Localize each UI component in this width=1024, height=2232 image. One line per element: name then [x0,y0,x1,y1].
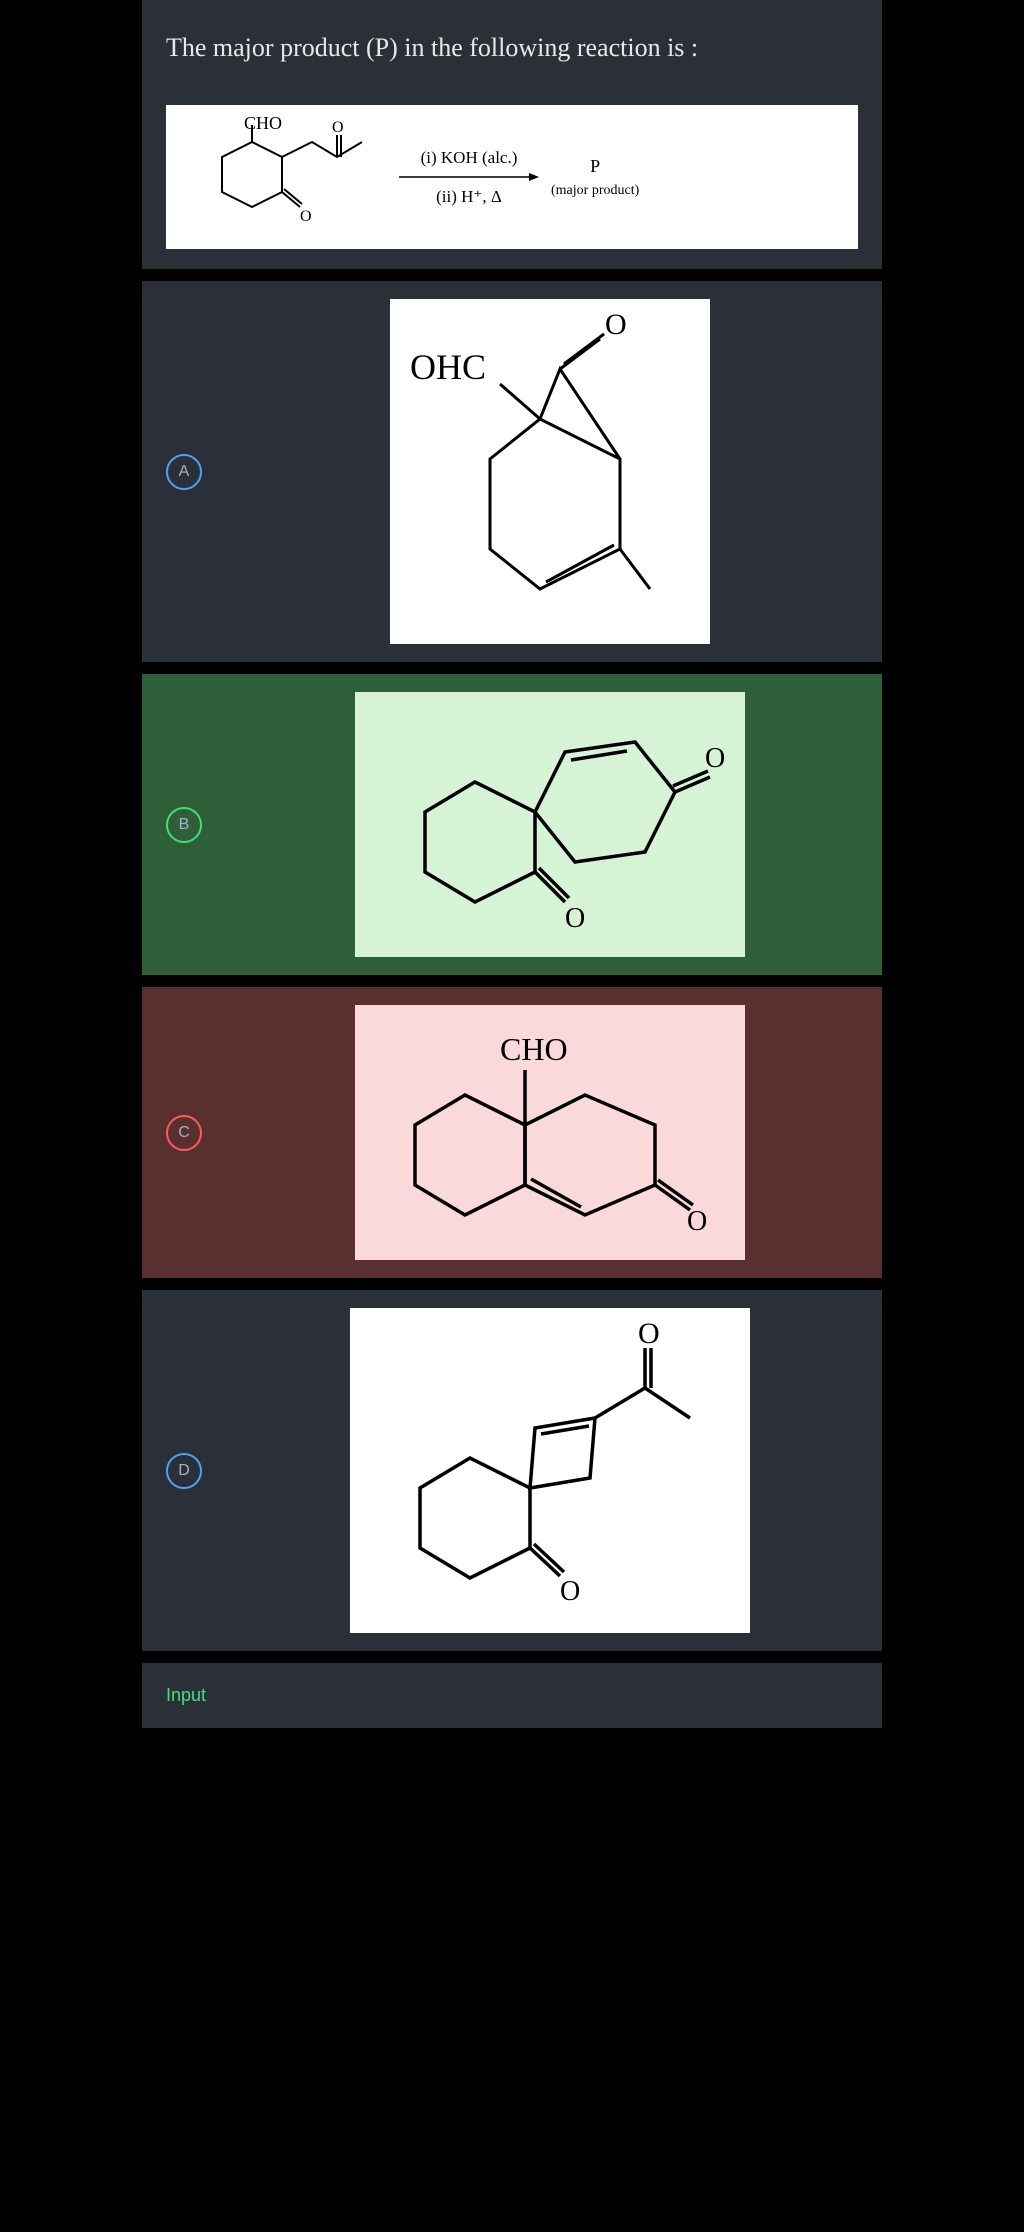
product-sublabel: (major product) [551,180,639,201]
option-d-image-wrap: O O [242,1308,858,1633]
option-letter-a: A [166,454,202,490]
option-c-structure: CHO O [355,1005,745,1260]
option-c-image-wrap: CHO O [242,1005,858,1260]
option-letter-b: B [166,807,202,843]
option-c[interactable]: C CHO O [142,987,882,1278]
cho-label: CHO [244,117,282,133]
reaction-arrow-icon [399,172,539,182]
option-a-structure: OHC O [390,299,710,644]
o-label-b1: O [705,743,725,774]
content-area: The major product (P) in the following r… [142,0,882,1728]
reaction-diagram: CHO O O (i) KOH (alc.) (ii) H⁺, Δ P (maj… [166,105,858,249]
reactant-structure: CHO O O [182,117,387,237]
product-block: P (major product) [551,153,639,201]
option-d[interactable]: D [142,1290,882,1651]
option-b-image-wrap: O O [242,692,858,957]
o-label-d1: O [638,1318,660,1350]
option-letter-d: D [166,1453,202,1489]
footer-input-bar[interactable]: Input [142,1663,882,1728]
option-letter-c: C [166,1115,202,1151]
o-label-d2: O [560,1576,580,1607]
question-text: The major product (P) in the following r… [166,28,858,67]
o-label-c: O [687,1206,707,1237]
option-b[interactable]: B [142,674,882,975]
option-a-image-wrap: OHC O [242,299,858,644]
ohc-label: OHC [410,347,486,387]
reagent-i: (i) KOH (alc.) [417,143,522,173]
o-label-chain: O [332,119,344,136]
option-a[interactable]: A [142,281,882,662]
product-label: P [551,153,639,180]
option-d-structure: O O [350,1308,750,1633]
option-b-structure: O O [355,692,745,957]
cho-label-c: CHO [500,1031,568,1067]
question-panel: The major product (P) in the following r… [142,0,882,269]
o-label-ring: O [300,208,312,225]
o-label-a: O [605,309,627,341]
o-label-b2: O [565,903,585,934]
footer-input-label: Input [166,1685,206,1705]
reagent-ii: (ii) H⁺, Δ [432,182,506,212]
